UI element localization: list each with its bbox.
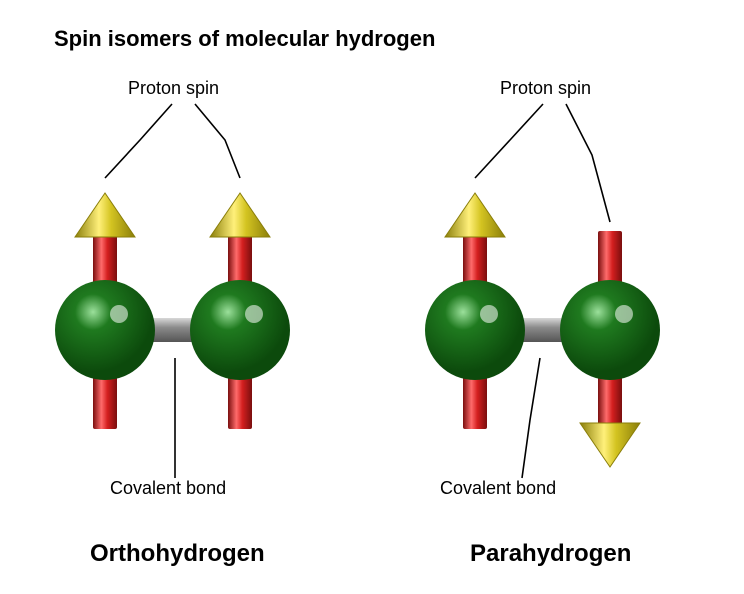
- page-title: Spin isomers of molecular hydrogen: [54, 26, 435, 52]
- covalent-bond-label: Covalent bond: [110, 478, 226, 499]
- covalent-bond-label: Covalent bond: [440, 478, 556, 499]
- molecule-caption: Orthohydrogen: [90, 540, 265, 568]
- proton-spin-label: Proton spin: [128, 78, 219, 99]
- diagram-canvas: [0, 0, 744, 594]
- proton-spin-label: Proton spin: [500, 78, 591, 99]
- molecule-caption: Parahydrogen: [470, 540, 631, 568]
